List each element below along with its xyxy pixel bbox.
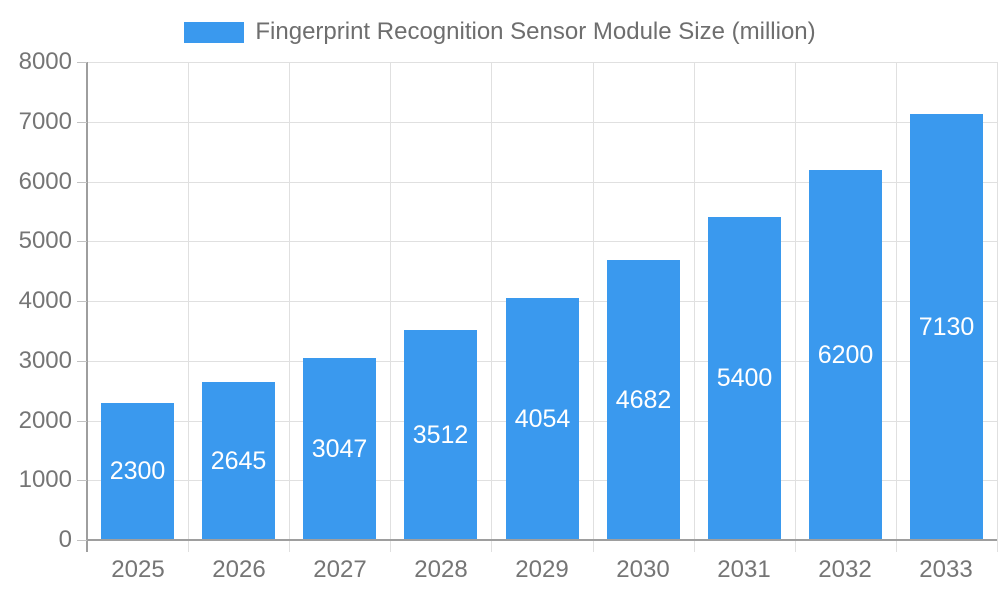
gridline-v <box>390 62 391 552</box>
legend-swatch <box>184 21 245 43</box>
y-tick <box>77 361 87 362</box>
x-axis-label: 2030 <box>616 556 670 583</box>
y-tick <box>77 421 87 422</box>
y-axis-label: 1000 <box>18 466 72 493</box>
gridline-v <box>593 62 594 552</box>
bar[interactable]: 7130 <box>910 114 983 540</box>
gridline-v <box>896 62 897 552</box>
gridline-v <box>289 62 290 552</box>
x-axis-label: 2028 <box>414 556 468 583</box>
bar-value-label: 4054 <box>514 404 571 433</box>
bar[interactable]: 3047 <box>303 358 376 540</box>
y-tick <box>77 122 87 123</box>
bar-value-label: 4682 <box>615 385 672 414</box>
bar[interactable]: 2300 <box>101 403 174 540</box>
gridline-h <box>87 121 997 123</box>
y-axis-label: 0 <box>58 526 72 553</box>
legend-item[interactable]: Fingerprint Recognition Sensor Module Si… <box>184 18 816 46</box>
gridline-h <box>87 181 997 183</box>
legend-label: Fingerprint Recognition Sensor Module Si… <box>255 18 816 45</box>
y-tick <box>77 301 87 302</box>
bar[interactable]: 2645 <box>202 382 275 540</box>
bar-value-label: 7130 <box>918 312 975 341</box>
gridline-v <box>997 62 998 552</box>
y-axis-label: 4000 <box>18 287 72 314</box>
bar-value-label: 3512 <box>412 420 469 449</box>
plot-area: 2300 2645 3047 3512 4054 4682 5400 6200 7130 <box>87 62 998 552</box>
bar-value-label: 2300 <box>109 457 166 485</box>
bar[interactable]: 3512 <box>404 330 477 540</box>
y-tick <box>77 540 87 541</box>
y-axis-label: 8000 <box>18 48 72 75</box>
x-axis-label: 2031 <box>717 556 771 583</box>
gridline-v <box>694 62 695 552</box>
x-axis-label: 2033 <box>919 556 973 583</box>
y-axis-line <box>86 62 88 552</box>
gridline-v <box>491 62 492 552</box>
x-axis-label: 2027 <box>313 556 367 583</box>
y-tick <box>77 182 87 183</box>
x-axis-label: 2026 <box>212 556 266 583</box>
gridline-v <box>188 62 189 552</box>
x-axis-label: 2029 <box>515 556 569 583</box>
y-axis-label: 2000 <box>18 407 72 434</box>
x-axis-label: 2025 <box>111 556 165 583</box>
bar-value-label: 3047 <box>311 434 368 463</box>
bar[interactable]: 5400 <box>708 217 781 540</box>
gridline-h <box>87 62 997 63</box>
bar[interactable]: 4682 <box>607 260 680 540</box>
y-tick <box>77 62 87 63</box>
y-tick <box>77 241 87 242</box>
gridline-v <box>795 62 796 552</box>
x-axis-label: 2032 <box>818 556 872 583</box>
legend: Fingerprint Recognition Sensor Module Si… <box>0 18 1000 46</box>
bar-value-label: 2645 <box>210 446 267 475</box>
y-axis-label: 3000 <box>18 347 72 374</box>
y-tick <box>77 480 87 481</box>
x-axis-line <box>87 539 997 541</box>
bar-value-label: 6200 <box>817 340 874 369</box>
bar-value-label: 5400 <box>716 364 773 392</box>
gridline-h <box>87 241 997 243</box>
y-axis-label: 7000 <box>18 108 72 135</box>
y-axis-label: 5000 <box>18 227 72 254</box>
y-axis-label: 6000 <box>18 168 72 195</box>
bar[interactable]: 6200 <box>809 170 882 540</box>
bar[interactable]: 4054 <box>506 298 579 540</box>
